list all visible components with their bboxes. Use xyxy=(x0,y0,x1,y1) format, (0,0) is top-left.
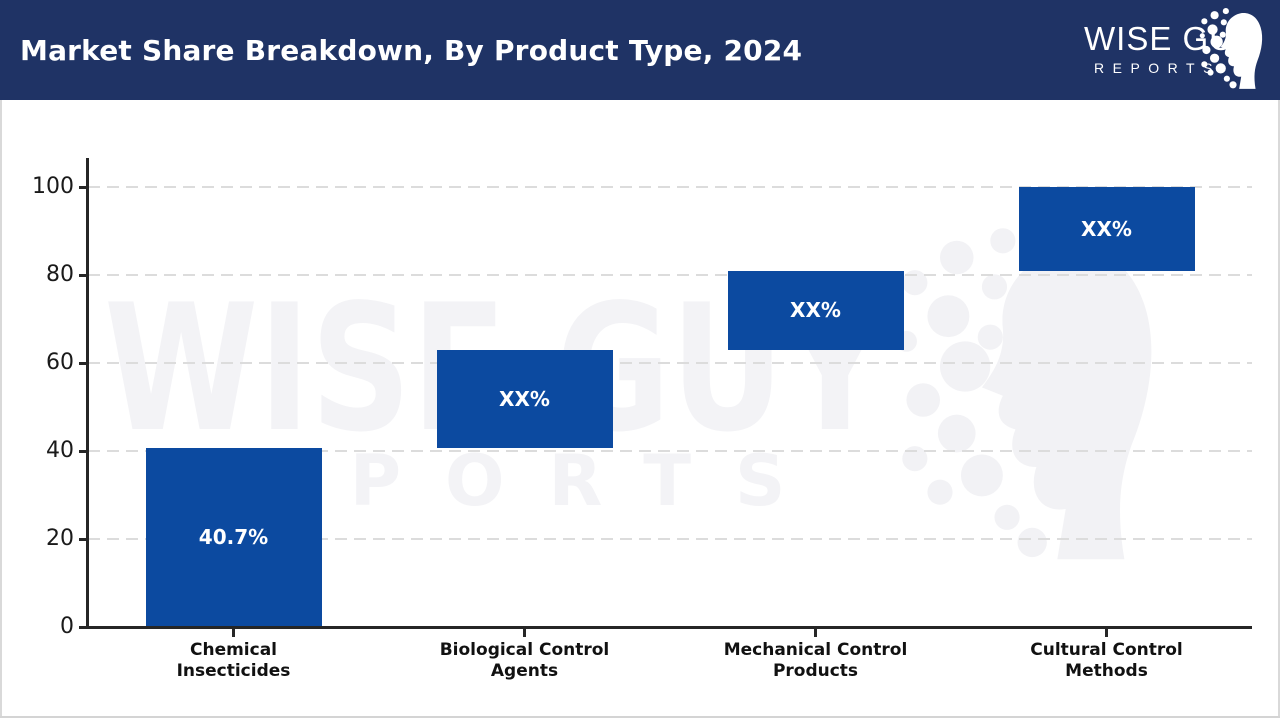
x-category-label-line: Products xyxy=(772,661,859,681)
x-category-label-line: Mechanical Control xyxy=(723,640,908,660)
page-title: Market Share Breakdown, By Product Type,… xyxy=(20,33,803,67)
x-category-label-line: Chemical xyxy=(189,640,278,660)
bar-value-label: 40.7% xyxy=(198,525,269,550)
gridline xyxy=(88,274,1252,276)
y-axis-line xyxy=(86,158,89,628)
y-tick-label: 80 xyxy=(46,262,74,287)
y-tick-label: 60 xyxy=(46,350,74,375)
gridline xyxy=(88,538,1252,540)
y-tick-mark xyxy=(79,625,87,629)
wiseguy-logo: WISE GUY REPORTS xyxy=(1020,0,1270,100)
header: Market Share Breakdown, By Product Type,… xyxy=(0,0,1280,100)
y-tick-label: 0 xyxy=(60,614,74,639)
x-tick-mark xyxy=(523,629,526,637)
gridline xyxy=(88,186,1252,188)
bar-segment: 40.7% xyxy=(145,447,322,627)
bar-segment: XX% xyxy=(436,349,613,448)
y-tick-mark xyxy=(79,361,87,365)
bar-segment: XX% xyxy=(727,270,904,350)
y-tick-label: 100 xyxy=(32,174,74,199)
x-category-label: Chemical Insecticides xyxy=(114,640,354,682)
footer-divider xyxy=(0,716,1280,718)
x-category-label: Biological Control Agents xyxy=(405,640,645,682)
y-tick-label: 40 xyxy=(46,438,74,463)
x-category-label-line: Insecticides xyxy=(176,661,291,681)
bar-value-label: XX% xyxy=(790,298,841,323)
gridline xyxy=(88,450,1252,452)
y-tick-mark xyxy=(79,449,87,453)
bar-value-label: XX% xyxy=(1081,216,1132,241)
x-category-label-line: Methods xyxy=(1065,661,1148,681)
x-category-label-line: Agents xyxy=(490,661,559,681)
bar-value-label: XX% xyxy=(499,386,550,411)
x-category-label-line: Biological Control xyxy=(439,640,610,660)
logo-head-icon xyxy=(1199,8,1263,89)
y-tick-label: 20 xyxy=(46,526,74,551)
x-category-label: Cultural Control Methods xyxy=(987,640,1227,682)
x-tick-mark xyxy=(1105,629,1108,637)
gridline xyxy=(88,362,1252,364)
x-tick-mark xyxy=(232,629,235,637)
y-tick-mark xyxy=(79,273,87,277)
y-tick-mark xyxy=(79,185,87,189)
logo-subtitle: REPORTS xyxy=(1094,60,1221,76)
x-category-label: Mechanical Control Products xyxy=(696,640,936,682)
x-axis-line xyxy=(86,626,1252,629)
x-tick-mark xyxy=(814,629,817,637)
watermark-head-icon xyxy=(896,228,1152,560)
x-category-label-line: Cultural Control xyxy=(1030,640,1183,660)
bar-segment: XX% xyxy=(1018,187,1195,271)
y-tick-mark xyxy=(79,537,87,541)
